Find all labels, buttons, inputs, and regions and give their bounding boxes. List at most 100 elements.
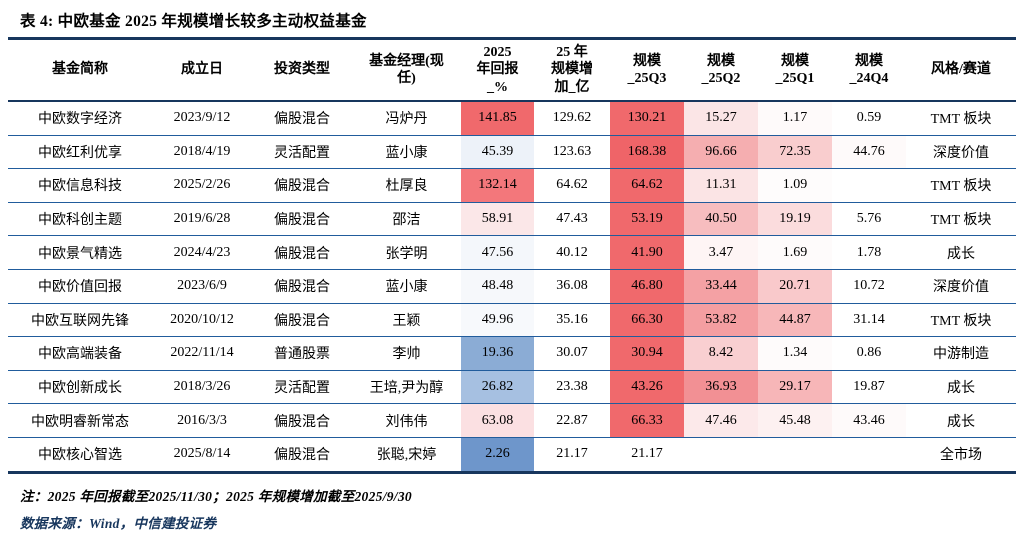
cell-inv_type: 偏股混合 — [274, 179, 330, 195]
cell-ret_2025: 2.26 — [461, 437, 534, 473]
footnote: 注：2025 年回报截至2025/11/30；2025 年规模增加截至2025/… — [20, 488, 412, 504]
cell-style: TMT 板块 — [930, 179, 992, 195]
cell-scale_25q1: 29.17 — [758, 370, 832, 404]
cell-inc_25: 36.08 — [556, 278, 588, 294]
cell-inc_25: 35.16 — [556, 311, 588, 327]
column-header-scale_25q1: 规模 _25Q1 — [775, 53, 815, 87]
cell-scale_25q3: 64.62 — [610, 168, 684, 203]
cell-scale_25q1: 45.48 — [758, 403, 832, 438]
cell-scale_25q3: 53.19 — [610, 202, 684, 236]
cell-inc_25: 23.38 — [556, 379, 588, 395]
cell-inc_25: 40.12 — [556, 244, 588, 260]
cell-inv_type: 偏股混合 — [274, 280, 330, 296]
cell-style: 成长 — [947, 381, 975, 397]
cell-ret_2025: 132.14 — [461, 168, 534, 203]
cell-inv_type: 偏股混合 — [274, 414, 330, 430]
table-row: 中欧核心智选 2025/8/14 偏股混合 张聪,宋婷 2.26 21.17 21.17 全市… — [8, 437, 1016, 473]
cell-inv_type: 普通股票 — [274, 347, 330, 363]
cell-scale_24q4 — [832, 437, 906, 472]
cell-scale_25q2: 15.27 — [684, 101, 758, 136]
fund-table: 基金简称 成立日 投资类型 基金经理(现 任) 2025 年回报 _% 25 年 规模增 … — [8, 37, 1016, 474]
cell-scale_25q1: 1.09 — [758, 168, 832, 203]
cell-manager: 蓝小康 — [385, 145, 428, 161]
cell-inv_type: 偏股混合 — [274, 213, 330, 229]
cell-inv_type: 灵活配置 — [274, 381, 330, 397]
cell-scale_25q2: 47.46 — [684, 403, 758, 438]
cell-name: 中欧红利优享 — [38, 145, 122, 161]
cell-scale_25q1: 1.69 — [758, 235, 832, 270]
cell-scale_24q4: 0.86 — [856, 345, 882, 361]
cell-name: 中欧核心智选 — [38, 448, 122, 464]
cell-name: 中欧科创主题 — [38, 213, 122, 229]
table-row: 中欧景气精选 2024/4/23 偏股混合 张学明 47.56 40.12 41.90 3.4… — [8, 235, 1016, 270]
cell-inv_type: 偏股混合 — [274, 112, 330, 128]
cell-name: 中欧数字经济 — [38, 112, 122, 128]
table-title: 表 4: 中欧基金 2025 年规模增长较多主动权益基金 — [20, 13, 367, 30]
cell-manager: 刘伟伟 — [385, 414, 428, 430]
column-header-scale_25q3: 规模 _25Q3 — [627, 53, 667, 87]
cell-style: 深度价值 — [933, 145, 989, 161]
cell-scale_25q2: 3.47 — [684, 235, 758, 270]
cell-est_date: 2023/9/12 — [173, 110, 231, 126]
cell-est_date: 2025/2/26 — [173, 177, 231, 193]
cell-scale_24q4: 19.87 — [853, 379, 885, 395]
cell-style: 深度价值 — [933, 280, 989, 296]
column-header-inv_type: 投资类型 — [274, 62, 330, 78]
cell-inc_25: 21.17 — [556, 446, 588, 462]
cell-inv_type: 偏股混合 — [274, 448, 330, 464]
cell-scale_24q4: 1.78 — [856, 244, 882, 260]
cell-style: TMT 板块 — [930, 112, 992, 128]
cell-est_date: 2020/10/12 — [170, 311, 234, 327]
cell-style: TMT 板块 — [930, 213, 992, 229]
cell-scale_25q2: 40.50 — [684, 202, 758, 236]
cell-est_date: 2018/3/26 — [173, 379, 231, 395]
table-row: 中欧数字经济 2023/9/12 偏股混合 冯炉丹 141.85 129.62 130.21… — [8, 101, 1016, 136]
column-header-inc_25: 25 年 规模增 加_亿 — [551, 44, 593, 95]
cell-style: 中游制造 — [933, 347, 989, 363]
cell-est_date: 2019/6/28 — [173, 211, 231, 227]
column-header-name: 基金简称 — [52, 62, 108, 78]
table-row: 中欧互联网先锋 2020/10/12 偏股混合 王颖 49.96 35.16 66.30 53… — [8, 303, 1016, 337]
cell-scale_24q4: 44.76 — [832, 135, 906, 169]
cell-scale_25q3: 21.17 — [631, 446, 663, 462]
cell-manager: 蓝小康 — [385, 280, 428, 296]
cell-manager: 李帅 — [392, 347, 421, 363]
cell-inc_25: 64.62 — [556, 177, 588, 193]
cell-inv_type: 灵活配置 — [274, 145, 330, 161]
column-header-est_date: 成立日 — [181, 62, 223, 78]
cell-ret_2025: 47.56 — [461, 235, 534, 270]
header-row: 基金简称 成立日 投资类型 基金经理(现 任) 2025 年回报 _% 25 年 规模增 … — [8, 39, 1016, 101]
cell-scale_25q3: 46.80 — [610, 269, 684, 304]
cell-manager: 冯炉丹 — [385, 112, 428, 128]
cell-est_date: 2024/4/23 — [173, 244, 231, 260]
cell-est_date: 2025/8/14 — [173, 446, 231, 462]
cell-scale_25q3: 130.21 — [610, 101, 684, 136]
cell-scale_25q3: 43.26 — [610, 370, 684, 404]
cell-inv_type: 偏股混合 — [274, 313, 330, 329]
table-row: 中欧高端装备 2022/11/14 普通股票 李帅 19.36 30.07 30.94 8.4… — [8, 336, 1016, 371]
cell-ret_2025: 48.48 — [461, 269, 534, 304]
cell-style: 全市场 — [940, 448, 982, 464]
cell-scale_25q1: 72.35 — [758, 135, 832, 169]
cell-scale_25q3: 168.38 — [610, 135, 684, 169]
cell-inc_25: 47.43 — [556, 211, 588, 227]
column-header-manager: 基金经理(现 任) — [369, 53, 444, 87]
cell-scale_24q4: 5.76 — [856, 211, 882, 227]
cell-est_date: 2022/11/14 — [170, 345, 234, 361]
cell-manager: 王颖 — [392, 313, 421, 329]
cell-scale_24q4: 0.59 — [856, 110, 882, 126]
cell-name: 中欧创新成长 — [38, 381, 122, 397]
table-row: 中欧明睿新常态 2016/3/3 偏股混合 刘伟伟 63.08 22.87 66.33 47.… — [8, 403, 1016, 438]
table-row: 中欧信息科技 2025/2/26 偏股混合 杜厚良 132.14 64.62 64.62 11… — [8, 168, 1016, 203]
cell-manager: 邵洁 — [392, 213, 421, 229]
cell-style: 成长 — [947, 414, 975, 430]
cell-scale_25q3: 30.94 — [610, 336, 684, 371]
cell-ret_2025: 141.85 — [461, 101, 534, 136]
cell-ret_2025: 26.82 — [461, 370, 534, 404]
cell-est_date: 2023/6/9 — [177, 278, 227, 294]
cell-scale_25q1: 19.19 — [758, 202, 832, 236]
cell-ret_2025: 19.36 — [461, 336, 534, 371]
column-header-ret_2025: 2025 年回报 _% — [476, 44, 519, 95]
table-row: 中欧科创主题 2019/6/28 偏股混合 邵洁 58.91 47.43 53.19 40.5… — [8, 202, 1016, 236]
cell-style: TMT 板块 — [930, 313, 992, 329]
